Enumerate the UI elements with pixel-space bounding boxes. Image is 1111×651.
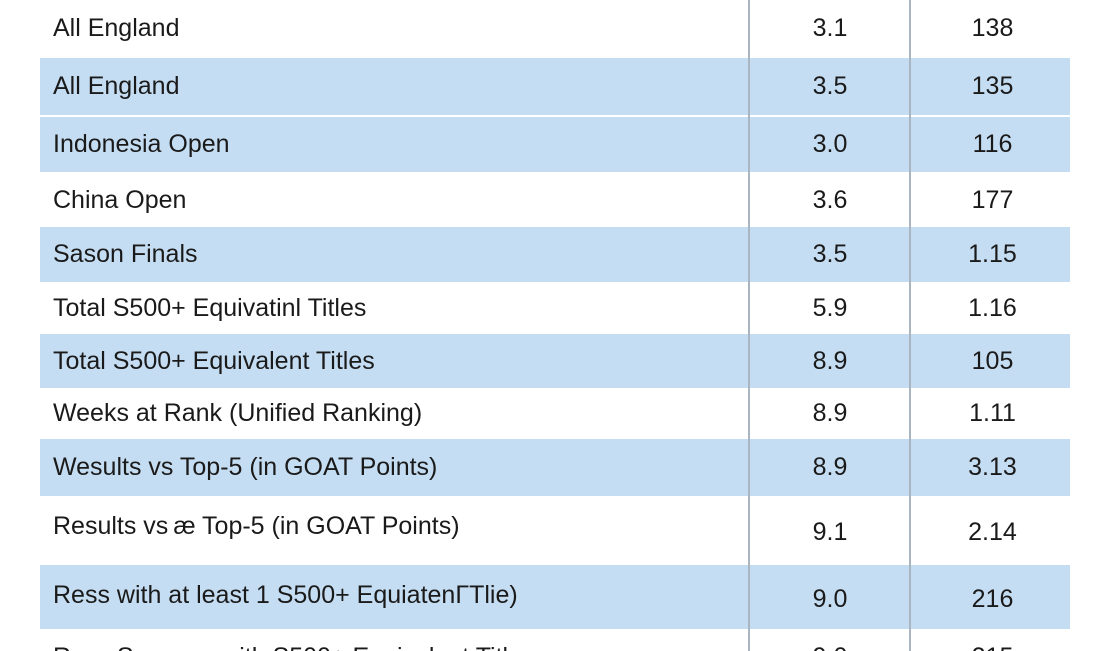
table-row: Sason Finals 3.5 1.15: [40, 227, 1070, 282]
row-label: Total S500+ Equivalent Titles: [53, 346, 375, 375]
row-value-1: 3.1: [812, 13, 848, 42]
table-row: Indonesia Open 3.0 116: [40, 117, 1070, 172]
row-value-2: 138: [971, 13, 1014, 42]
table-row: Results vs æ Top-5 (in GOAT Points) 9.1 …: [40, 496, 1070, 564]
row-value-2: 135: [971, 72, 1014, 100]
row-value-2: 1.16: [968, 293, 1017, 322]
row-value-2: 2.14: [968, 518, 1017, 546]
row-label: All England: [53, 72, 180, 100]
table-row: Weeks at Rank (Unified Ranking) 8.9 1.11: [40, 388, 1070, 439]
row-label: Results vs æ Top-5 (in GOAT Points): [53, 512, 460, 540]
row-label: Weeks at Rank (Unified Ranking): [53, 399, 423, 427]
row-label: Wesults vs Top-5 (in GOAT Points): [53, 453, 438, 481]
table-row: Total S500+ Equivatinl Titles 5.9 1.16: [40, 282, 1070, 334]
row-value-2: 216: [971, 585, 1014, 613]
row-value-1: 8.9: [812, 346, 848, 375]
table-row: Total S500+ Equivalent Titles 8.9 105: [40, 334, 1070, 388]
row-value-1: 9.1: [812, 518, 848, 546]
table-row: All England 3.5 135: [40, 58, 1070, 115]
row-label: Total S500+ Equivatinl Titles: [53, 293, 367, 322]
row-label: China Open: [53, 185, 187, 214]
row-value-1: 8.9: [812, 453, 848, 481]
column-divider: [909, 0, 911, 651]
row-value-1: 9.0: [750, 643, 910, 651]
row-value-1: 3.5: [812, 240, 848, 268]
row-value-1: 9.0: [812, 585, 848, 613]
row-value-2: 177: [971, 185, 1014, 214]
row-label: Ress with at least 1 S500+ EquiatenΓΤlie…: [53, 581, 518, 609]
row-label: Indonesia Open: [53, 130, 230, 158]
row-value-2: 3.13: [968, 453, 1017, 481]
column-divider: [748, 0, 750, 651]
row-label: All England: [53, 13, 180, 42]
row-value-2: 116: [972, 130, 1013, 158]
row-value-2: 1.15: [968, 240, 1017, 268]
row-value-2: 105: [971, 346, 1014, 375]
table-row: Wesults vs Top-5 (in GOAT Points) 8.9 3.…: [40, 439, 1070, 496]
row-value-1: 3.5: [812, 72, 848, 100]
row-value-1: 8.9: [812, 399, 848, 427]
row-value-1: 3.6: [812, 185, 848, 214]
table-row-partial: Ress Seasons with S500+ Equivalent Title…: [40, 641, 1070, 651]
row-label: Ress Seasons with S500+ Equivalent Title…: [53, 643, 535, 651]
row-value-1: 5.9: [812, 293, 848, 322]
row-value-2: 215: [910, 643, 1070, 651]
row-value-2: 1.11: [969, 399, 1016, 427]
table-row: Ress with at least 1 S500+ EquiatenΓΤlie…: [40, 565, 1070, 629]
table-row: China Open 3.6 177: [40, 173, 1070, 227]
row-value-1: 3.0: [812, 130, 848, 158]
table-row: All England 3.1 138: [40, 0, 1070, 56]
row-label: Sason Finals: [53, 240, 198, 268]
